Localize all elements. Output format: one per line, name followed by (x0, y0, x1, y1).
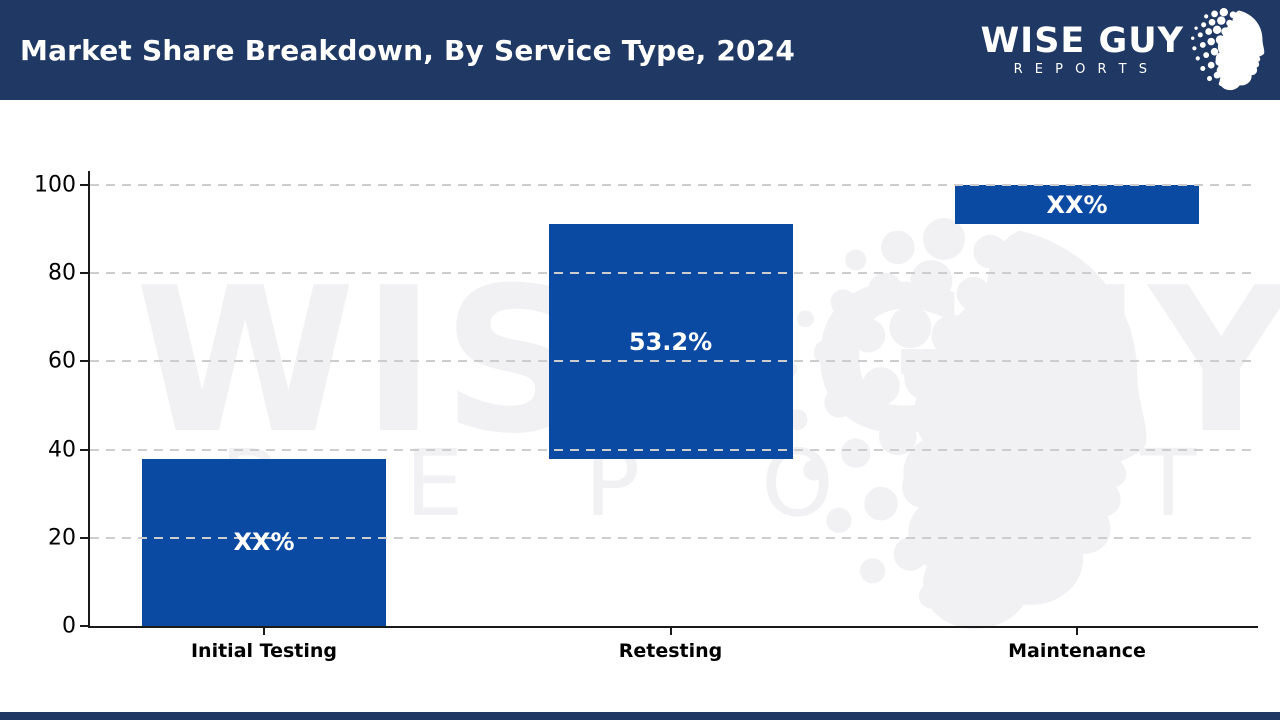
footer-bar (0, 712, 1280, 720)
brand-subtitle: R E P O R T S (1013, 61, 1151, 77)
y-tick-mark (80, 536, 88, 539)
y-axis-line (88, 171, 90, 628)
brand-logo: WISE GUY R E P O R T S (981, 8, 1270, 92)
bar-2 (955, 185, 1199, 225)
x-category-label: Maintenance (1008, 640, 1146, 662)
gridline-y40 (90, 448, 1258, 451)
x-tick-mark (263, 628, 265, 635)
waterfall-chart: XX% 53.2% XX% 0 20 40 60 80 100 Initial Testing Re… (0, 100, 1280, 712)
gridline-y20 (90, 536, 1258, 539)
brand-name: WISE GUY (980, 21, 1184, 62)
bar-value-label: XX% (1046, 190, 1108, 219)
y-tick-mark (80, 272, 88, 275)
gridline-y60 (90, 360, 1258, 363)
gridline-y80 (90, 272, 1258, 275)
x-category-label: Initial Testing (190, 640, 338, 662)
bar-0 (142, 458, 386, 626)
y-tick-mark (80, 360, 88, 363)
y-tick-label: 0 (62, 613, 76, 639)
x-tick-mark (1076, 628, 1078, 635)
x-tick-mark (669, 628, 672, 635)
brand-head-icon (1186, 8, 1270, 92)
gridline-y100 (90, 184, 1258, 186)
y-tick-label: 40 (48, 437, 76, 463)
y-tick-mark (80, 448, 88, 451)
x-category-label: Retesting (618, 640, 723, 662)
y-tick-label: 100 (34, 172, 76, 198)
page-title: Market Share Breakdown, By Service Type,… (20, 33, 796, 67)
brand-logo-text: WISE GUY R E P O R T S (981, 23, 1184, 77)
bar-value-label: XX% (233, 528, 295, 557)
header-bar: Market Share Breakdown, By Service Type,… (0, 0, 1280, 100)
bar-value-label: 53.2% (628, 327, 713, 356)
y-tick-label: 20 (48, 525, 76, 551)
y-tick-mark (80, 184, 88, 186)
y-tick-mark (80, 625, 88, 627)
y-tick-label: 60 (48, 348, 76, 374)
y-tick-label: 80 (48, 260, 76, 286)
bar-1 (548, 224, 793, 459)
x-axis-line (88, 626, 1258, 628)
